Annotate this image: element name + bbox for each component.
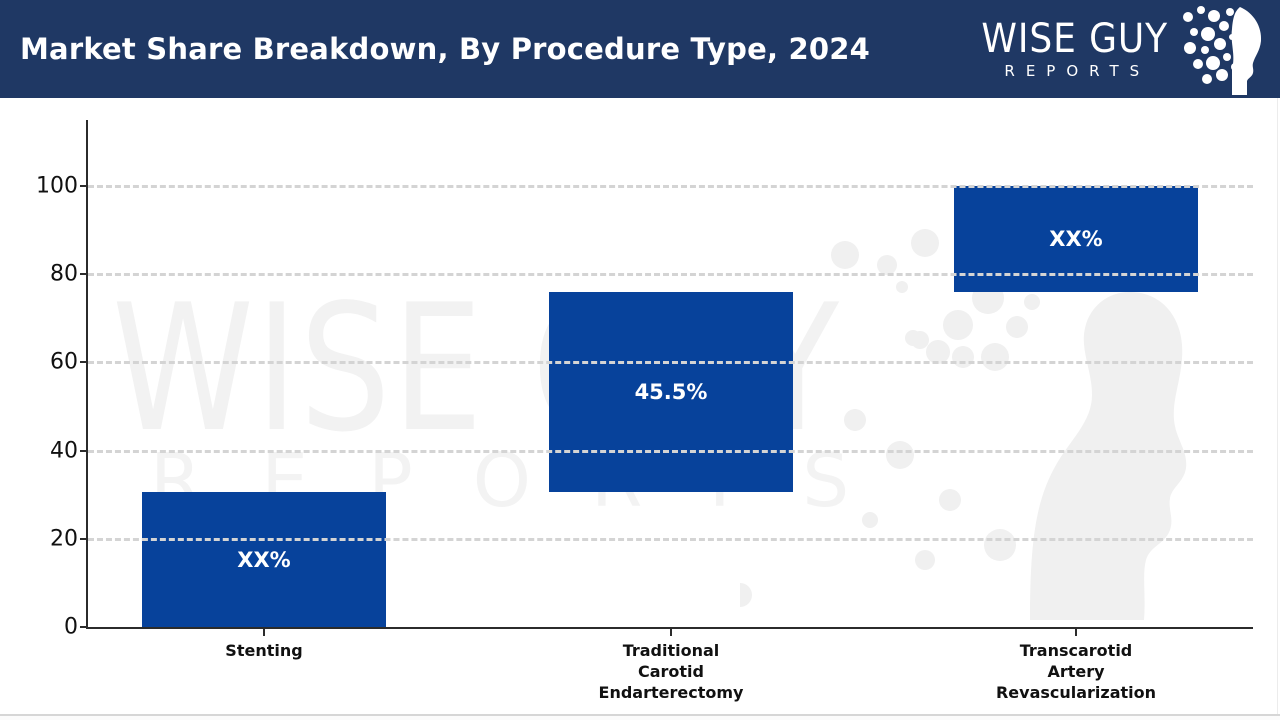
y-tick-label-0: 0 [64,614,78,640]
logo-subtitle: REPORTS [1004,61,1151,80]
y-axis-line [86,120,88,629]
y-tick-label-60: 60 [50,349,78,375]
bar-stenting: XX% [142,492,386,627]
header-band: Market Share Breakdown, By Procedure Typ… [0,0,1280,98]
gridline-60 [88,361,1253,365]
bar-value-label: 45.5% [634,380,708,405]
y-tick-label-20: 20 [50,526,78,552]
x-tick-1 [670,629,672,636]
logo-text: WISE GUY REPORTS [971,19,1178,80]
category-label-line: Stenting [225,641,303,660]
y-tick-80 [80,273,88,276]
bar-value-label: XX% [237,547,291,572]
bar-traditional-carotid-endarterectomy: 45.5% [549,291,793,493]
bar-value-label: XX% [1049,226,1103,251]
x-tick-2 [1075,629,1077,636]
category-label-traditional-carotid-endarterectomy: Traditional Carotid Endarterectomy [599,640,744,703]
y-tick-label-100: 100 [36,173,78,199]
y-tick-0 [80,626,88,628]
gridline-40 [88,449,1253,453]
category-label-line: Artery [1047,662,1105,681]
right-edge-divider [1277,98,1278,714]
logo-face-dots-icon [1183,6,1262,95]
footer-strip [0,716,1280,720]
category-label-line: Carotid [637,662,704,681]
gridline-100 [88,185,1253,188]
x-axis-line [86,627,1253,629]
category-label-line: Traditional [622,641,720,660]
plot-area: XX% 45.5% XX% 0 20 40 60 80 100 Stenting Tradition… [0,98,1280,720]
page-title: Market Share Breakdown, By Procedure Typ… [20,32,871,66]
category-label-stenting: Stenting [225,640,302,661]
category-label-line: Revascularization [995,683,1157,702]
wise-guy-reports-logo: WISE GUY REPORTS [971,0,1266,98]
gridline-20 [88,537,1253,541]
y-tick-label-80: 80 [50,261,78,287]
category-label-line: Endarterectomy [598,683,744,702]
y-tick-20 [80,537,88,540]
category-label-line: Transcarotid [1019,641,1133,660]
y-tick-60 [80,361,88,364]
y-tick-40 [80,449,88,452]
x-tick-0 [263,629,265,636]
y-tick-label-40: 40 [50,438,78,464]
footer-divider [0,714,1280,716]
category-label-transcarotid-artery-revascularization: Transcarotid Artery Revascularization [996,640,1156,703]
gridline-80 [88,273,1253,277]
logo-wordmark: WISE GUY [980,15,1168,62]
y-tick-100 [80,185,88,187]
